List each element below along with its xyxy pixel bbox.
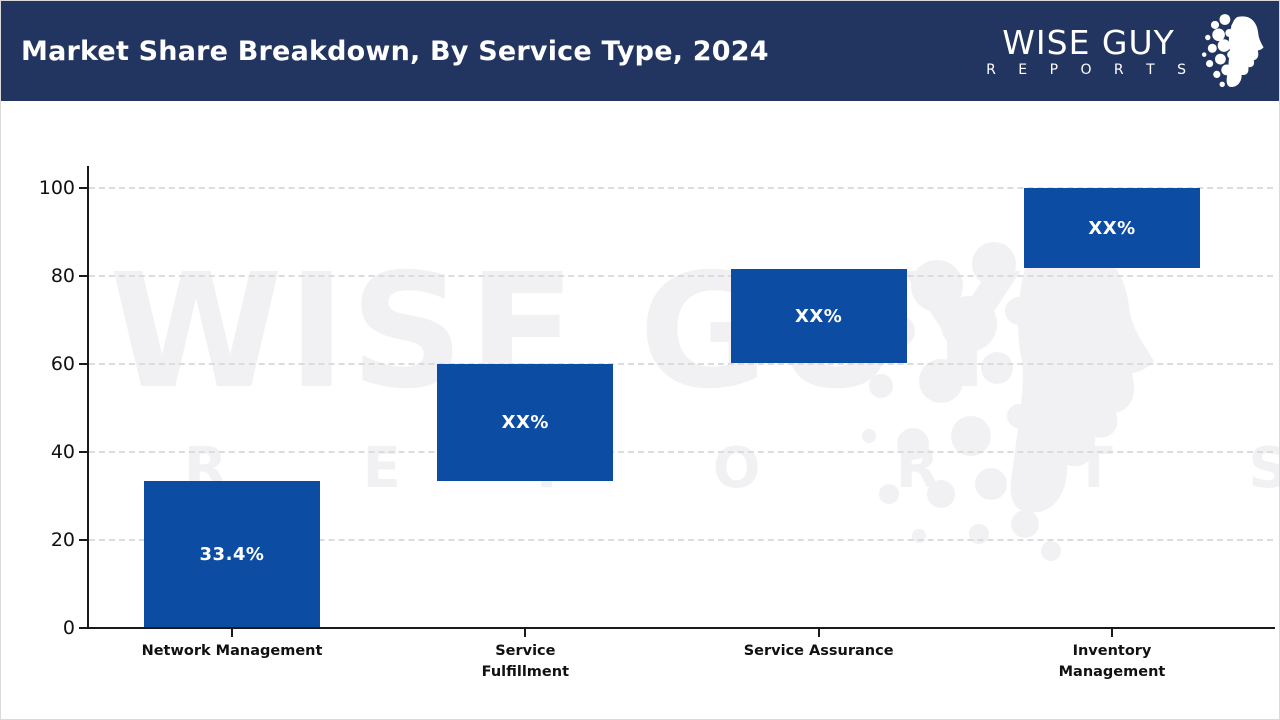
brand-logo-text: WISE GUY R E P O R T S — [982, 26, 1195, 77]
x-tick-4 — [1110, 629, 1113, 637]
x-category-label-4: Inventory Management — [1058, 643, 1166, 681]
waterfall-bar-1: 33.4% — [144, 481, 320, 628]
chart-title: Market Share Breakdown, By Service Type,… — [21, 35, 769, 67]
brand-logo: WISE GUY R E P O R T S — [982, 1, 1269, 101]
y-tick-label-80: 80 — [50, 265, 75, 287]
waterfall-bar-2: XX% — [437, 364, 614, 482]
bar-value-label-1: 33.4% — [199, 544, 265, 565]
gridline-y-60 — [89, 363, 1273, 365]
bar-value-label-2: XX% — [501, 412, 549, 434]
watermark-reports-text: R E P O R T S — [184, 436, 1280, 501]
y-tick-label-100: 100 — [38, 177, 75, 199]
y-tick-label-20: 20 — [50, 529, 75, 551]
gridline-y-80 — [89, 275, 1273, 277]
x-tick-3 — [817, 629, 820, 637]
brand-head-icon — [1201, 14, 1264, 87]
y-tick-label-60: 60 — [50, 353, 75, 375]
gridline-y-20 — [89, 539, 1273, 541]
x-category-label-3: Service Assurance — [743, 643, 894, 659]
gridline-y-40 — [89, 451, 1273, 453]
x-category-label-2: Service Fulfillment — [481, 643, 570, 681]
y-tick-80 — [79, 275, 87, 277]
x-category-label-1: Network Management — [141, 643, 323, 659]
bar-value-label-3: XX% — [795, 305, 843, 327]
header-bar: Market Share Breakdown, By Service Type,… — [1, 1, 1279, 101]
bar-value-label-4: XX% — [1088, 217, 1136, 239]
y-tick-0 — [79, 627, 87, 629]
waterfall-bar-4: XX% — [1023, 188, 1200, 269]
y-tick-label-40: 40 — [50, 441, 75, 463]
y-tick-60 — [79, 363, 87, 365]
x-axis-line — [87, 627, 1275, 629]
x-tick-1 — [231, 629, 233, 637]
plot-area: 33.4% XX% XX% XX% — [89, 187, 1273, 628]
y-tick-label-0: 0 — [62, 617, 75, 639]
y-tick-100 — [79, 187, 87, 189]
y-tick-40 — [79, 451, 87, 453]
brand-name: WISE GUY — [1002, 22, 1175, 62]
y-tick-20 — [79, 539, 87, 541]
waterfall-bar-3: XX% — [730, 269, 907, 364]
y-axis-line — [87, 166, 89, 629]
brand-subtitle: R E P O R T S — [986, 61, 1195, 78]
x-tick-2 — [524, 629, 527, 637]
gridline-y-100 — [89, 187, 1273, 189]
